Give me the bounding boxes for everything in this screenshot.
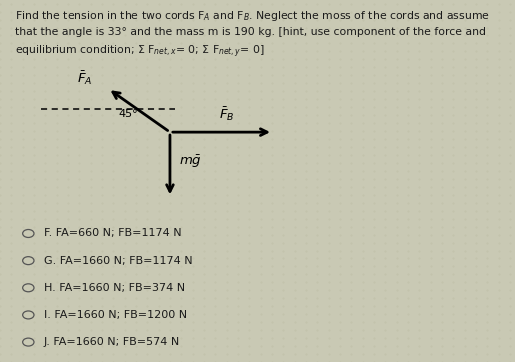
Text: H. FA=1660 N; FB=374 N: H. FA=1660 N; FB=374 N	[44, 283, 185, 293]
Text: F. FA=660 N; FB=1174 N: F. FA=660 N; FB=1174 N	[44, 228, 181, 239]
Text: $m\bar{g}$: $m\bar{g}$	[179, 153, 202, 170]
Text: 45°: 45°	[118, 109, 138, 119]
Text: Find the tension in the two cords F$_A$ and F$_B$. Neglect the moss of the cords: Find the tension in the two cords F$_A$ …	[15, 9, 490, 60]
Text: G. FA=1660 N; FB=1174 N: G. FA=1660 N; FB=1174 N	[44, 256, 193, 266]
Text: $\bar{F}_A$: $\bar{F}_A$	[77, 69, 93, 87]
Text: I. FA=1660 N; FB=1200 N: I. FA=1660 N; FB=1200 N	[44, 310, 187, 320]
Text: $\bar{F}_B$: $\bar{F}_B$	[219, 105, 234, 123]
Text: J. FA=1660 N; FB=574 N: J. FA=1660 N; FB=574 N	[44, 337, 180, 347]
